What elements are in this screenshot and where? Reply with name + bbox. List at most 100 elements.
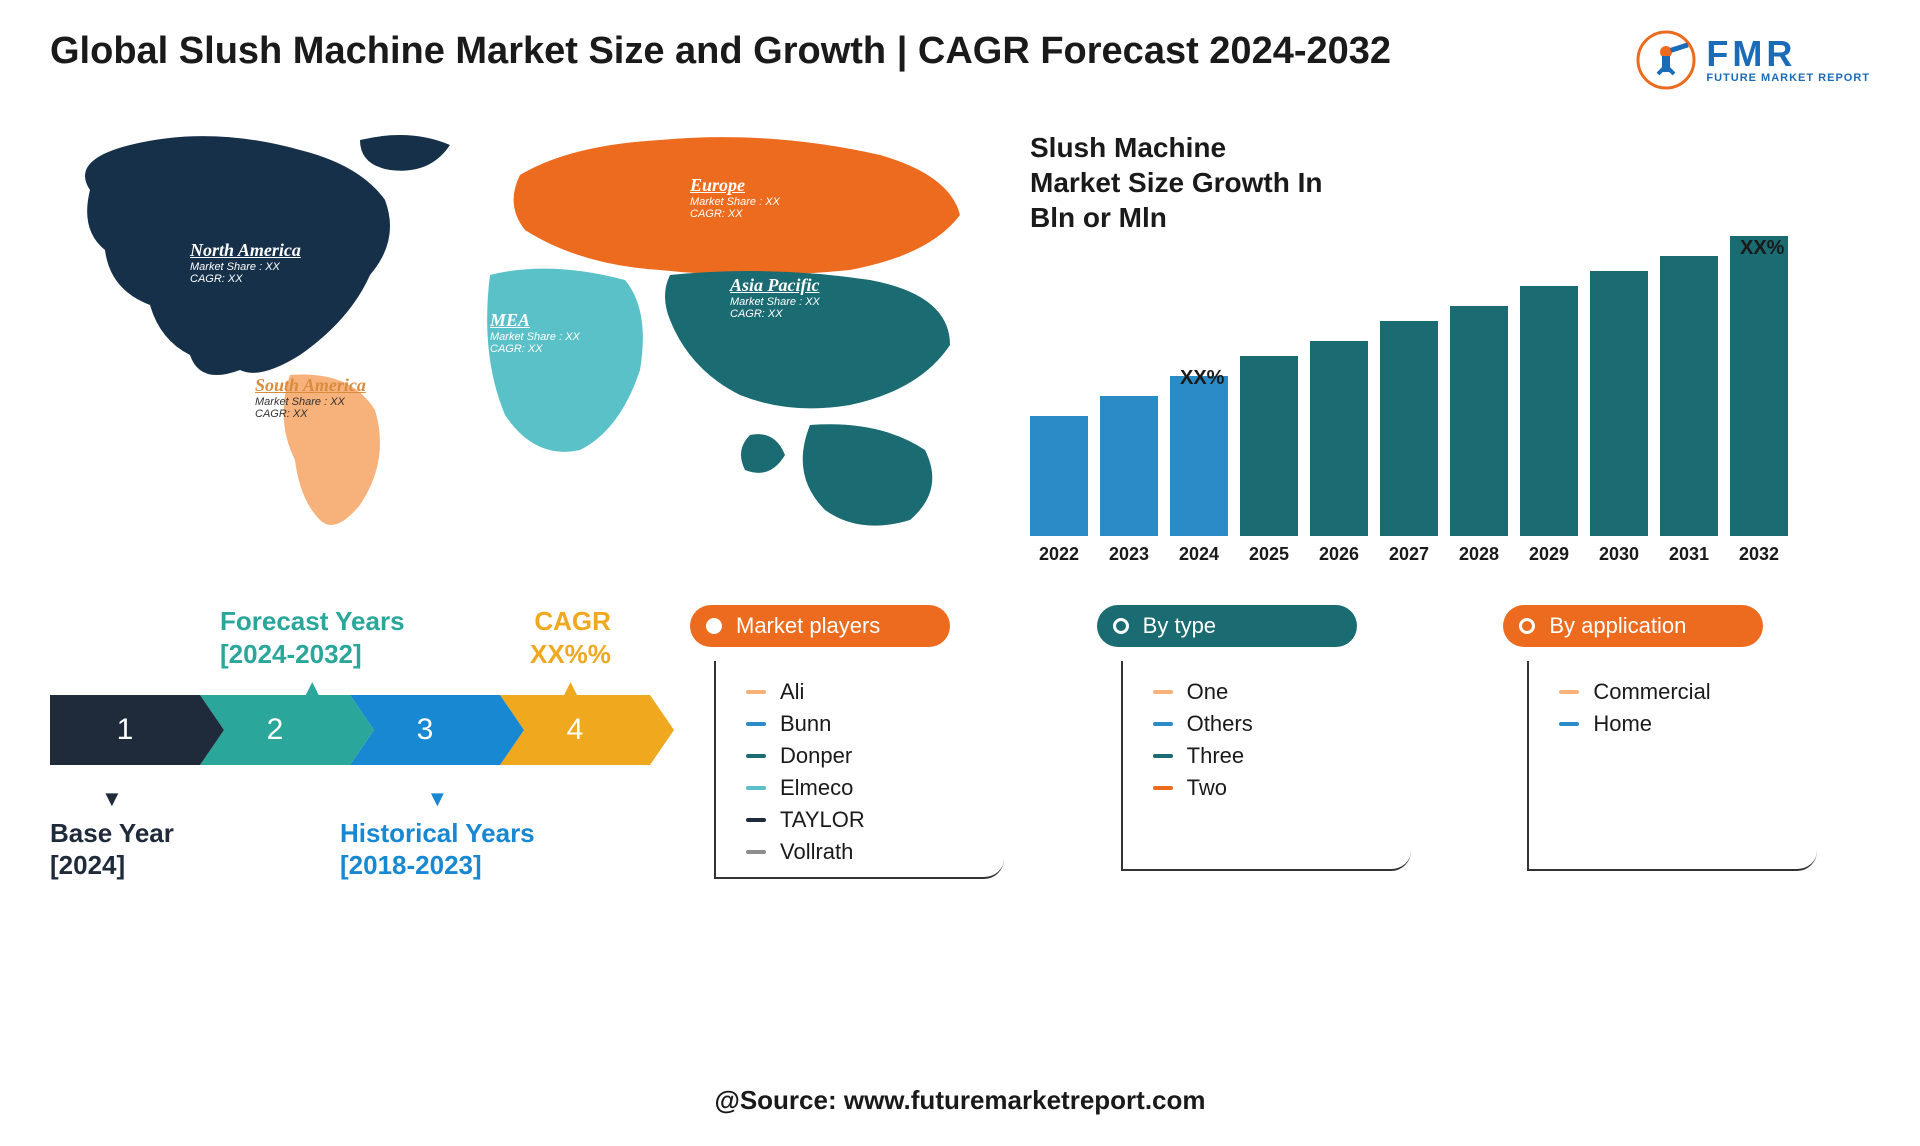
bar (1380, 321, 1438, 536)
chart-annotation-2032: XX% (1740, 237, 1784, 260)
logo: FMR FUTURE MARKET REPORT (1636, 30, 1870, 90)
bar (1590, 271, 1648, 536)
dash-icon (746, 786, 766, 790)
bar-2024: 2024 (1170, 376, 1228, 565)
list-item-label: Donper (780, 743, 852, 769)
bar-2032: 2032 (1730, 236, 1788, 565)
bar-year-label: 2032 (1739, 544, 1779, 565)
list-item-label: TAYLOR (780, 807, 865, 833)
ring-icon (1113, 618, 1129, 634)
dash-icon (746, 850, 766, 854)
dot-icon (706, 618, 722, 634)
timeline-forecast-label: Forecast Years [2024-2032] ▲ (220, 605, 405, 702)
dash-icon (1153, 722, 1173, 726)
label-asia-pacific: Asia Pacific Market Share : XX CAGR: XX (730, 275, 820, 320)
bar (1100, 396, 1158, 536)
list-item: Donper (746, 743, 984, 769)
bar (1310, 341, 1368, 536)
dash-icon (746, 722, 766, 726)
list-item: TAYLOR (746, 807, 984, 833)
list-item-label: Three (1187, 743, 1244, 769)
logo-text: FMR (1706, 36, 1870, 72)
list-item-label: Ali (780, 679, 804, 705)
by-type-column: By type One Others Three Two (1097, 605, 1464, 871)
list-item: Two (1153, 775, 1391, 801)
bar-year-label: 2026 (1319, 544, 1359, 565)
label-south-america: South America Market Share : XX CAGR: XX (255, 375, 366, 420)
bar (1240, 356, 1298, 536)
market-players-column: Market players Ali Bunn Donper Elmeco TAYLOR… (690, 605, 1057, 879)
list-item-label: Bunn (780, 711, 831, 737)
list-item: Others (1153, 711, 1391, 737)
list-item-label: Home (1593, 711, 1652, 737)
bar (1660, 256, 1718, 536)
list-item-label: Two (1187, 775, 1227, 801)
list-item-label: Elmeco (780, 775, 853, 801)
bar-year-label: 2022 (1039, 544, 1079, 565)
list-item-label: One (1187, 679, 1229, 705)
label-mea: MEA Market Share : XX CAGR: XX (490, 310, 580, 355)
bar (1730, 236, 1788, 536)
world-map: North America Market Share : XX CAGR: XX… (50, 120, 970, 540)
list-item: Bunn (746, 711, 984, 737)
mid-row: North America Market Share : XX CAGR: XX… (50, 120, 1870, 565)
list-item-label: Commercial (1593, 679, 1710, 705)
page-title: Global Slush Machine Market Size and Gro… (50, 30, 1391, 73)
dash-icon (1559, 722, 1579, 726)
list-item: One (1153, 679, 1391, 705)
bar-2029: 2029 (1520, 286, 1578, 565)
source-text: @Source: www.futuremarketreport.com (0, 1085, 1920, 1116)
chart-annotation-2024: XX% (1180, 367, 1224, 390)
bar-2027: 2027 (1380, 321, 1438, 565)
bar-2031: 2031 (1660, 256, 1718, 565)
dash-icon (746, 818, 766, 822)
logo-subtext: FUTURE MARKET REPORT (1706, 72, 1870, 84)
dash-icon (746, 754, 766, 758)
timeline-base-label: ▼ Base Year [2024] (50, 785, 174, 882)
list-item-label: Vollrath (780, 839, 853, 865)
bar-year-label: 2023 (1109, 544, 1149, 565)
timeline-historical-label: ▼ Historical Years [2018-2023] (340, 785, 535, 882)
by-application-pill: By application (1503, 605, 1763, 647)
list-item: Ali (746, 679, 984, 705)
growth-chart: Slush Machine Market Size Growth In Bln … (1000, 120, 1870, 565)
dash-icon (1559, 690, 1579, 694)
label-europe: Europe Market Share : XX CAGR: XX (690, 175, 780, 220)
list-item: Elmeco (746, 775, 984, 801)
list-item: Vollrath (746, 839, 984, 865)
bar-year-label: 2028 (1459, 544, 1499, 565)
bar-2025: 2025 (1240, 356, 1298, 565)
bar-2022: 2022 (1030, 416, 1088, 565)
bar-year-label: 2029 (1529, 544, 1569, 565)
bar-year-label: 2030 (1599, 544, 1639, 565)
header: Global Slush Machine Market Size and Gro… (50, 30, 1870, 90)
bar-year-label: 2027 (1389, 544, 1429, 565)
dash-icon (746, 690, 766, 694)
list-item: Home (1559, 711, 1797, 737)
dash-icon (1153, 690, 1173, 694)
list-item: Commercial (1559, 679, 1797, 705)
label-north-america: North America Market Share : XX CAGR: XX (190, 240, 301, 285)
dash-icon (1153, 754, 1173, 758)
bar (1170, 376, 1228, 536)
list-item: Three (1153, 743, 1391, 769)
ring-icon (1519, 618, 1535, 634)
timeline-segment-1: 1 (50, 695, 200, 765)
market-players-pill: Market players (690, 605, 950, 647)
bar (1450, 306, 1508, 536)
bar-2026: 2026 (1310, 341, 1368, 565)
chart-title: Slush Machine Market Size Growth In Bln … (1030, 130, 1870, 235)
bar-year-label: 2031 (1669, 544, 1709, 565)
bar (1520, 286, 1578, 536)
bar (1030, 416, 1088, 536)
dash-icon (1153, 786, 1173, 790)
bar-year-label: 2024 (1179, 544, 1219, 565)
region-mea (487, 269, 643, 452)
by-type-pill: By type (1097, 605, 1357, 647)
bar-year-label: 2025 (1249, 544, 1289, 565)
bar-2028: 2028 (1450, 306, 1508, 565)
bar-2023: 2023 (1100, 396, 1158, 565)
by-application-column: By application Commercial Home (1503, 605, 1870, 871)
bottom-row: Forecast Years [2024-2032] ▲ CAGR XX%% ▲… (50, 605, 1870, 879)
bar-2030: 2030 (1590, 271, 1648, 565)
